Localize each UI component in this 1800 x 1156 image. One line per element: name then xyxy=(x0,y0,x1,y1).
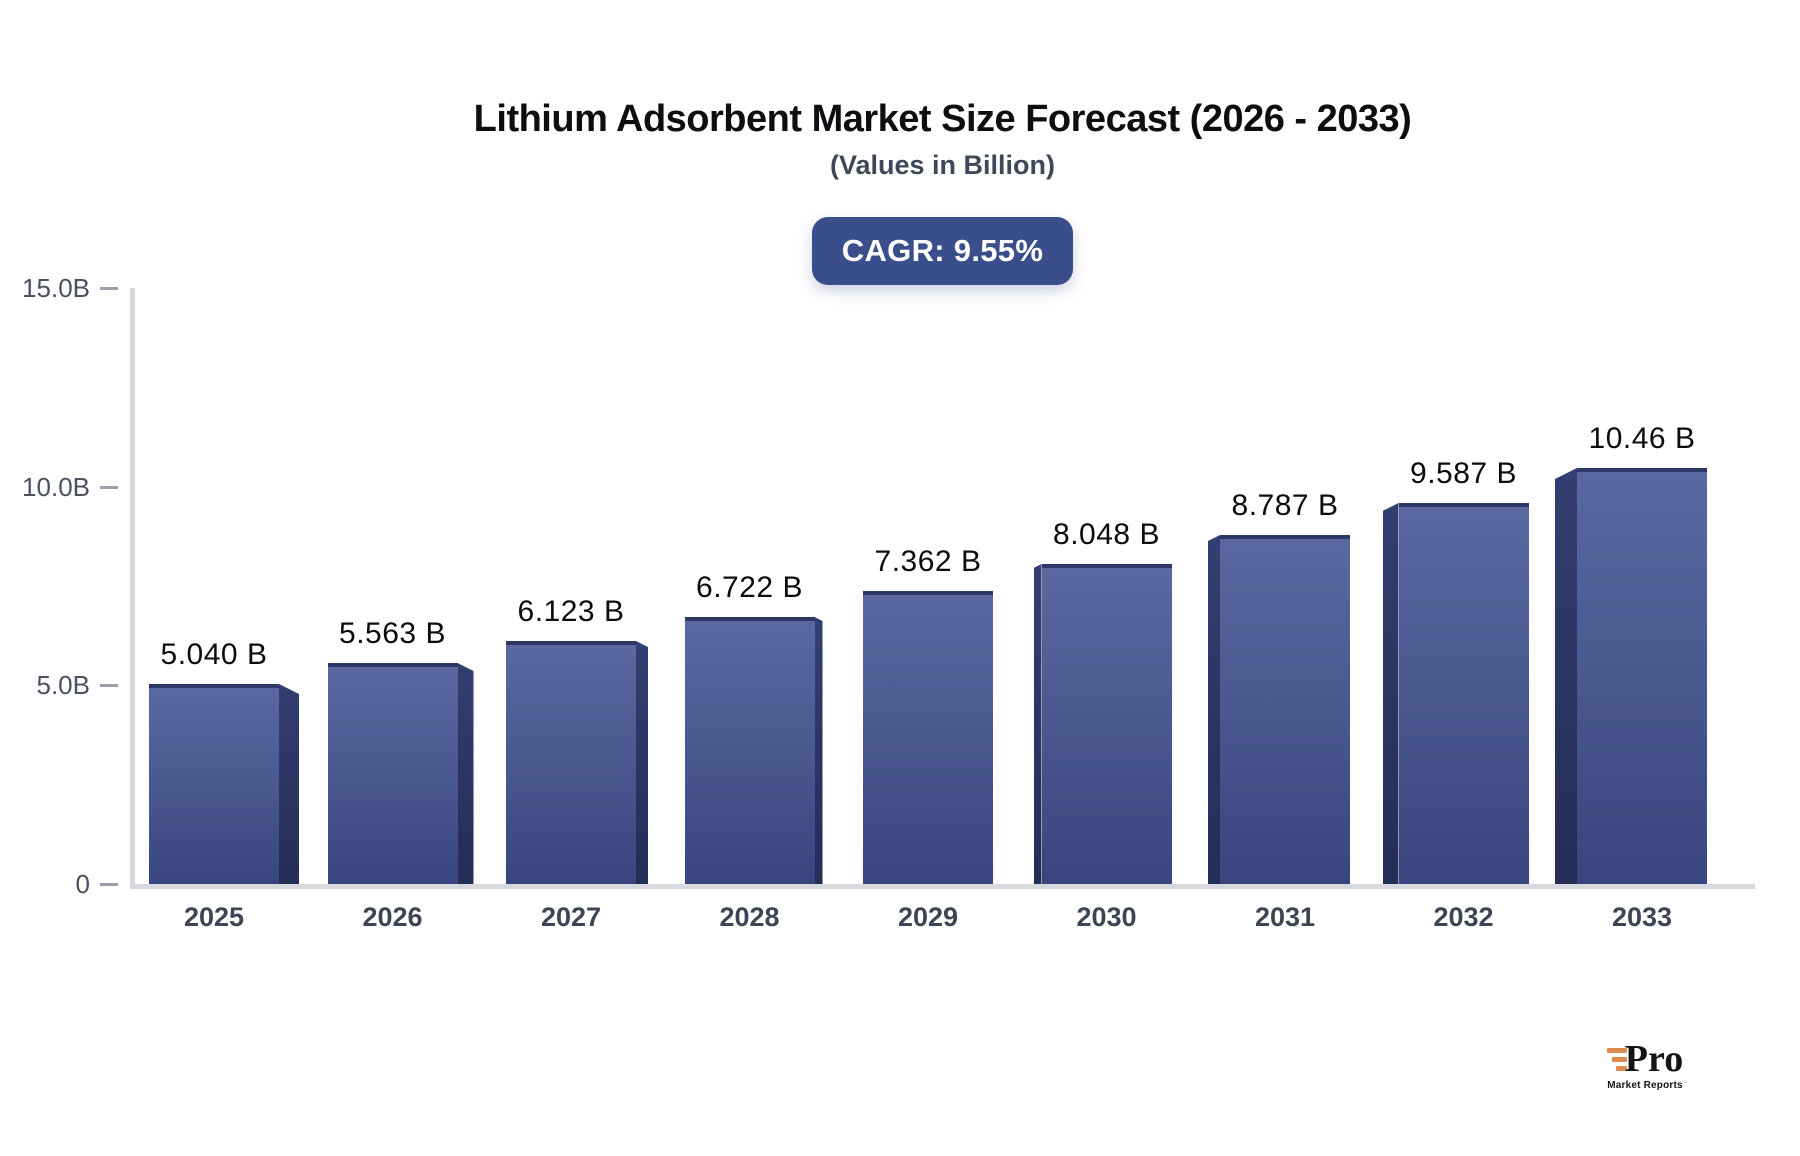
y-tick-mark xyxy=(100,485,118,489)
bar-3d-side xyxy=(814,617,823,884)
x-tick-label: 2033 xyxy=(1611,902,1673,932)
bar-2030[interactable] xyxy=(1041,564,1172,884)
bar-3d-side xyxy=(457,663,474,884)
bar-value-label: 7.362 B xyxy=(874,545,982,578)
brand-logo: Pro Market Reports xyxy=(1602,1040,1688,1091)
bar-value-label: 5.563 B xyxy=(339,617,446,650)
bar-value-label: 8.787 B xyxy=(1231,489,1339,522)
x-tick-label: 2026 xyxy=(362,902,423,932)
logo-speed-bars-icon xyxy=(1606,1048,1627,1071)
bar-value-label: 6.722 B xyxy=(696,571,803,604)
bar-3d-side xyxy=(279,684,299,884)
x-tick-label: 2027 xyxy=(540,902,602,932)
logo-brand-text: Pro xyxy=(1624,1038,1684,1080)
bar-3d-side xyxy=(636,641,648,884)
bar-2033[interactable] xyxy=(1577,468,1707,884)
y-axis-line xyxy=(130,288,135,889)
x-tick-label: 2032 xyxy=(1433,902,1494,932)
y-tick-label: 10.0B xyxy=(22,471,90,502)
y-tick-mark xyxy=(100,883,118,886)
chart-subtitle: (Values in Billion) xyxy=(829,150,1056,180)
bar-2026[interactable] xyxy=(327,663,458,884)
bar-value-label: 8.048 B xyxy=(1053,518,1160,551)
y-tick-label: 5.0B xyxy=(36,670,91,701)
logo-row: Pro xyxy=(1602,1040,1688,1078)
y-tick-mark xyxy=(100,684,118,688)
chart-header: Lithium Adsorbent Market Size Forecast (… xyxy=(130,0,1755,285)
bar-2025[interactable] xyxy=(149,684,279,884)
x-tick-label: 2028 xyxy=(719,902,780,932)
bar-2032[interactable] xyxy=(1398,503,1529,884)
logo-tagline: Market Reports xyxy=(1607,1080,1683,1091)
x-tick-label: 2030 xyxy=(1076,902,1137,932)
y-tick-label: 0 xyxy=(75,869,90,899)
bar-3d-side xyxy=(1033,564,1042,884)
bar-value-label: 10.46 B xyxy=(1588,422,1696,455)
bar-value-label: 9.587 B xyxy=(1410,457,1517,490)
bar-value-label: 5.040 B xyxy=(160,638,268,671)
bar-2029[interactable] xyxy=(863,591,993,884)
bar-2028[interactable] xyxy=(684,617,815,884)
bar-value-label: 6.123 B xyxy=(517,595,625,628)
x-tick-label: 2025 xyxy=(183,902,245,932)
y-tick-mark xyxy=(100,287,118,290)
cagr-badge: CAGR: 9.55% xyxy=(811,217,1074,285)
y-tick-label: 15.0B xyxy=(22,273,90,303)
bar-3d-side xyxy=(1208,535,1220,884)
x-axis-line xyxy=(130,884,1755,889)
x-tick-label: 2031 xyxy=(1254,902,1316,932)
bar-2031[interactable] xyxy=(1220,535,1350,884)
bar-2027[interactable] xyxy=(506,641,636,884)
bar-3d-side xyxy=(1555,468,1577,884)
chart-title: Lithium Adsorbent Market Size Forecast (… xyxy=(473,98,1412,140)
bar-3d-side xyxy=(1382,503,1399,884)
x-tick-label: 2029 xyxy=(897,902,959,932)
